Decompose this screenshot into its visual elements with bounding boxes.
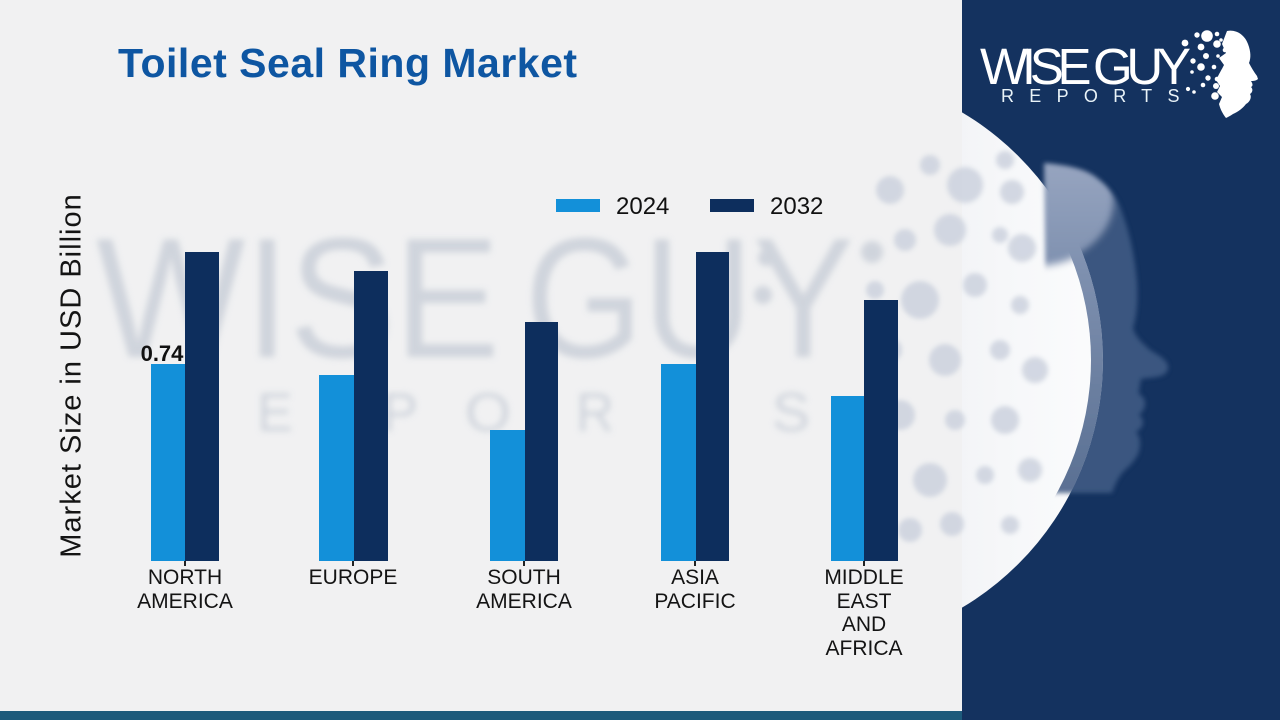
svg-text:WISE GUY: WISE GUY: [980, 38, 1190, 95]
svg-text:R: R: [576, 381, 614, 443]
svg-text:S: S: [772, 381, 810, 443]
svg-text:E: E: [257, 381, 293, 443]
svg-text:WISE: WISE: [96, 203, 500, 394]
svg-text:REPORTS: REPORTS: [1001, 86, 1195, 106]
svg-text:P: P: [382, 381, 418, 443]
svg-text:GUY: GUY: [525, 203, 854, 394]
